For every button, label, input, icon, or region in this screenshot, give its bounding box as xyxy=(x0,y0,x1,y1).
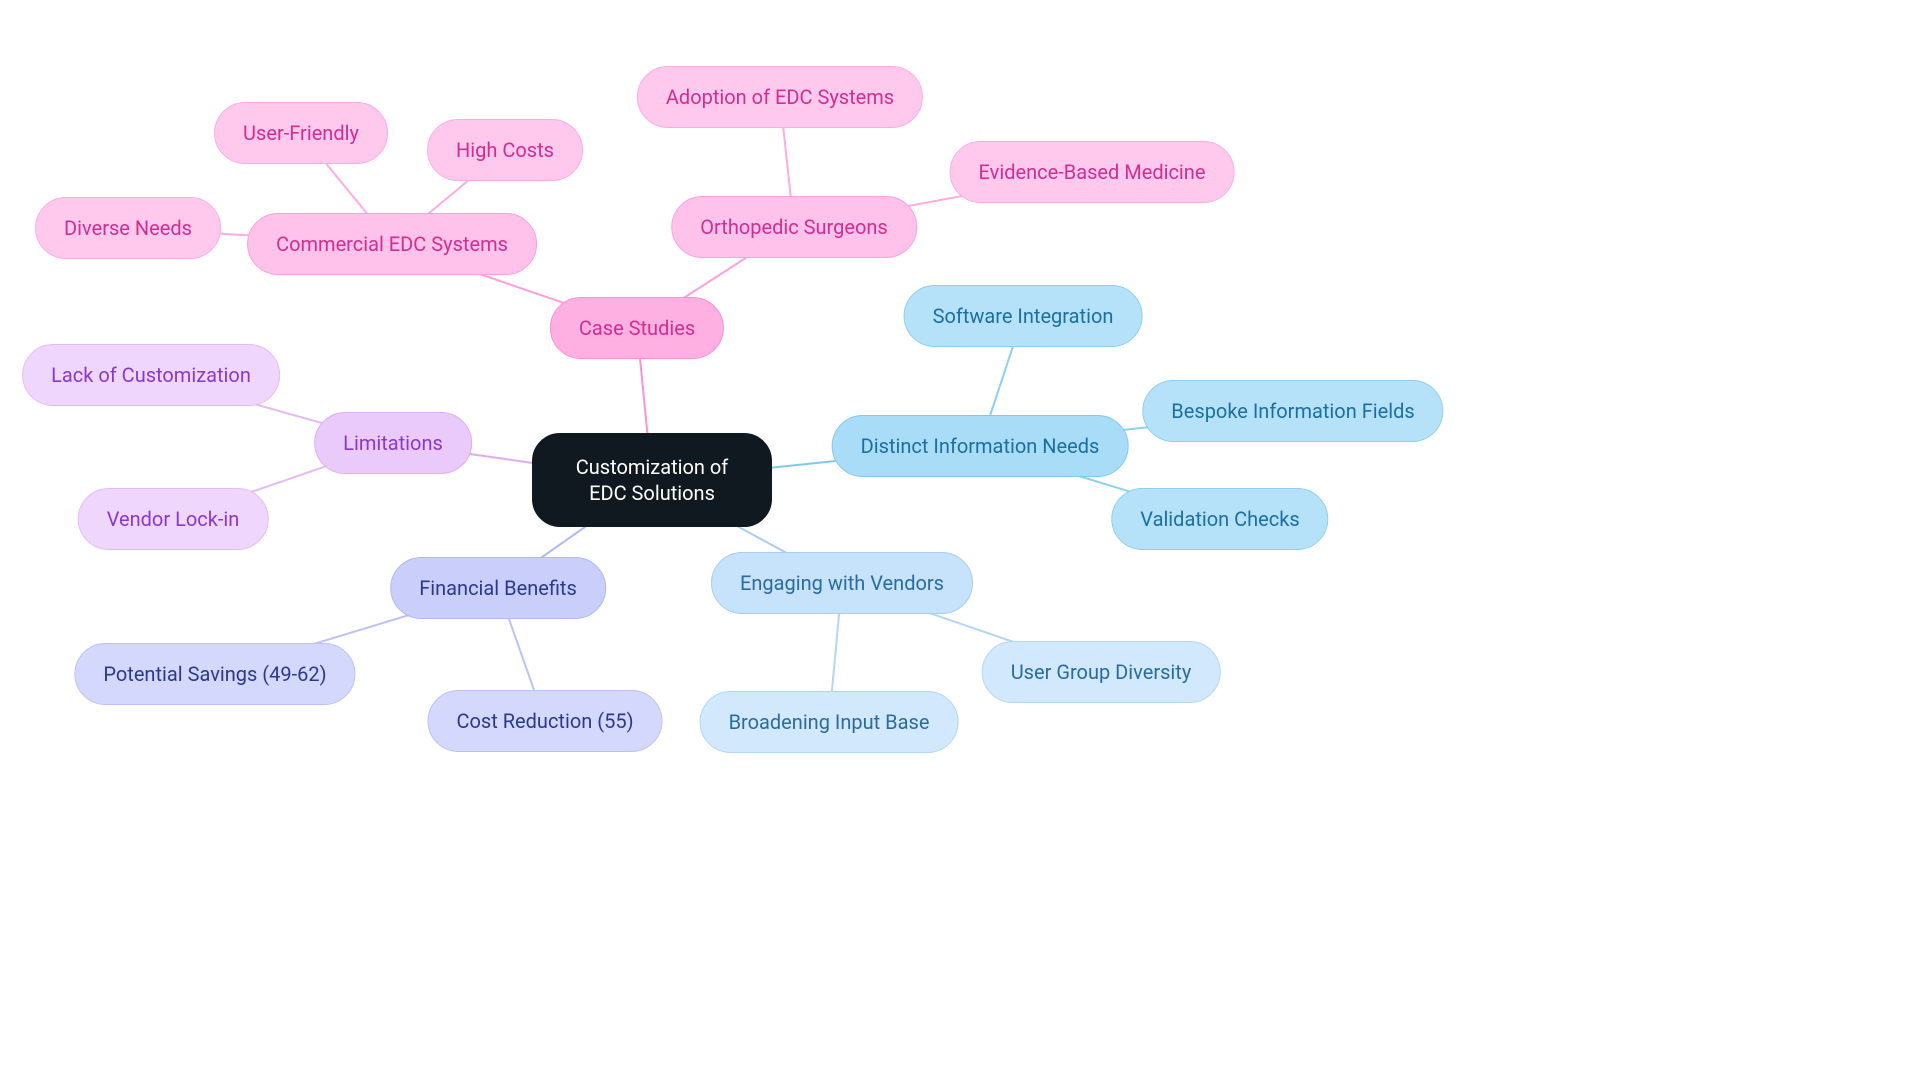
node-label: Limitations xyxy=(343,431,443,455)
node-commercial-edc: Commercial EDC Systems xyxy=(247,213,537,275)
node-label: Cost Reduction (55) xyxy=(456,709,633,733)
node-lack-customization: Lack of Customization xyxy=(22,344,280,406)
node-engaging-vendors: Engaging with Vendors xyxy=(711,552,973,614)
node-label: Diverse Needs xyxy=(64,216,192,240)
node-evidence-based: Evidence-Based Medicine xyxy=(950,141,1235,203)
node-label: Vendor Lock-in xyxy=(107,507,240,531)
node-user-friendly: User-Friendly xyxy=(214,102,388,164)
node-orthopedic: Orthopedic Surgeons xyxy=(671,196,917,258)
node-label: Engaging with Vendors xyxy=(740,571,944,595)
node-broadening-input: Broadening Input Base xyxy=(700,691,959,753)
node-label: Validation Checks xyxy=(1140,507,1299,531)
node-label: Commercial EDC Systems xyxy=(276,232,508,256)
node-adoption-edc: Adoption of EDC Systems xyxy=(637,66,923,128)
node-high-costs: High Costs xyxy=(427,119,583,181)
node-diverse-needs: Diverse Needs xyxy=(35,197,221,259)
node-label: Distinct Information Needs xyxy=(861,434,1100,458)
node-label: Bespoke Information Fields xyxy=(1171,399,1414,423)
node-center: Customization of EDC Solutions xyxy=(532,433,772,527)
node-bespoke-fields: Bespoke Information Fields xyxy=(1142,380,1443,442)
node-label: High Costs xyxy=(456,138,554,162)
node-label: Software Integration xyxy=(933,304,1114,328)
node-label: Financial Benefits xyxy=(419,576,577,600)
node-label: Broadening Input Base xyxy=(729,710,930,734)
node-label: Customization of EDC Solutions xyxy=(576,455,729,505)
node-label: User Group Diversity xyxy=(1011,660,1192,684)
node-label: Adoption of EDC Systems xyxy=(666,85,894,109)
node-label: Case Studies xyxy=(579,316,695,340)
node-label: Orthopedic Surgeons xyxy=(700,215,888,239)
node-label: User-Friendly xyxy=(243,121,359,145)
node-potential-savings: Potential Savings (49-62) xyxy=(74,643,355,705)
node-financial-benefits: Financial Benefits xyxy=(390,557,606,619)
node-distinct-info: Distinct Information Needs xyxy=(832,415,1129,477)
node-label: Lack of Customization xyxy=(51,363,251,387)
node-vendor-lockin: Vendor Lock-in xyxy=(78,488,269,550)
node-label: Potential Savings (49-62) xyxy=(103,662,326,686)
node-cost-reduction: Cost Reduction (55) xyxy=(427,690,662,752)
node-validation-checks: Validation Checks xyxy=(1111,488,1328,550)
node-user-group-diversity: User Group Diversity xyxy=(982,641,1221,703)
node-label: Evidence-Based Medicine xyxy=(979,160,1206,184)
node-limitations: Limitations xyxy=(314,412,472,474)
node-software-integration: Software Integration xyxy=(904,285,1143,347)
node-case-studies: Case Studies xyxy=(550,297,724,359)
